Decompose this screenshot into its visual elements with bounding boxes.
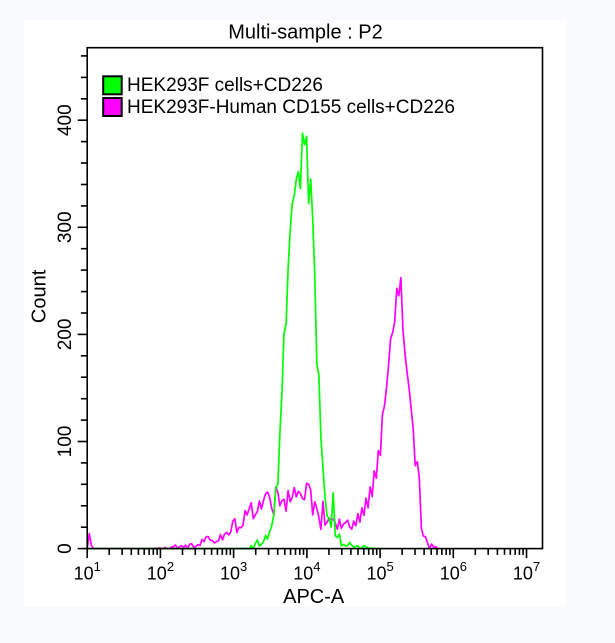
svg-text:300: 300	[55, 211, 76, 243]
svg-text:0: 0	[55, 543, 76, 554]
svg-text:103: 103	[220, 559, 247, 583]
svg-text:Count: Count	[29, 269, 51, 323]
svg-text:107: 107	[513, 559, 540, 583]
svg-text:100: 100	[55, 426, 76, 458]
svg-text:101: 101	[74, 559, 101, 583]
svg-text:400: 400	[55, 104, 76, 136]
svg-text:104: 104	[293, 559, 320, 583]
svg-text:200: 200	[55, 319, 76, 351]
svg-text:102: 102	[147, 559, 174, 583]
svg-text:HEK293F cells+CD226: HEK293F cells+CD226	[127, 75, 323, 96]
svg-text:106: 106	[440, 559, 467, 583]
svg-text:HEK293F-Human CD155 cells+CD22: HEK293F-Human CD155 cells+CD226	[127, 97, 455, 118]
svg-text:APC-A: APC-A	[283, 586, 345, 608]
svg-text:Multi-sample : P2: Multi-sample : P2	[228, 22, 383, 44]
svg-text:105: 105	[367, 559, 394, 583]
